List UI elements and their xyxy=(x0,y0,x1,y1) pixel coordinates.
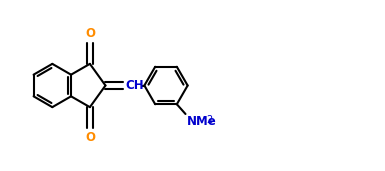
Text: O: O xyxy=(85,131,95,144)
Text: NMe: NMe xyxy=(186,115,216,128)
Text: CH: CH xyxy=(125,79,144,92)
Text: O: O xyxy=(85,27,95,40)
Text: 2: 2 xyxy=(207,115,213,125)
